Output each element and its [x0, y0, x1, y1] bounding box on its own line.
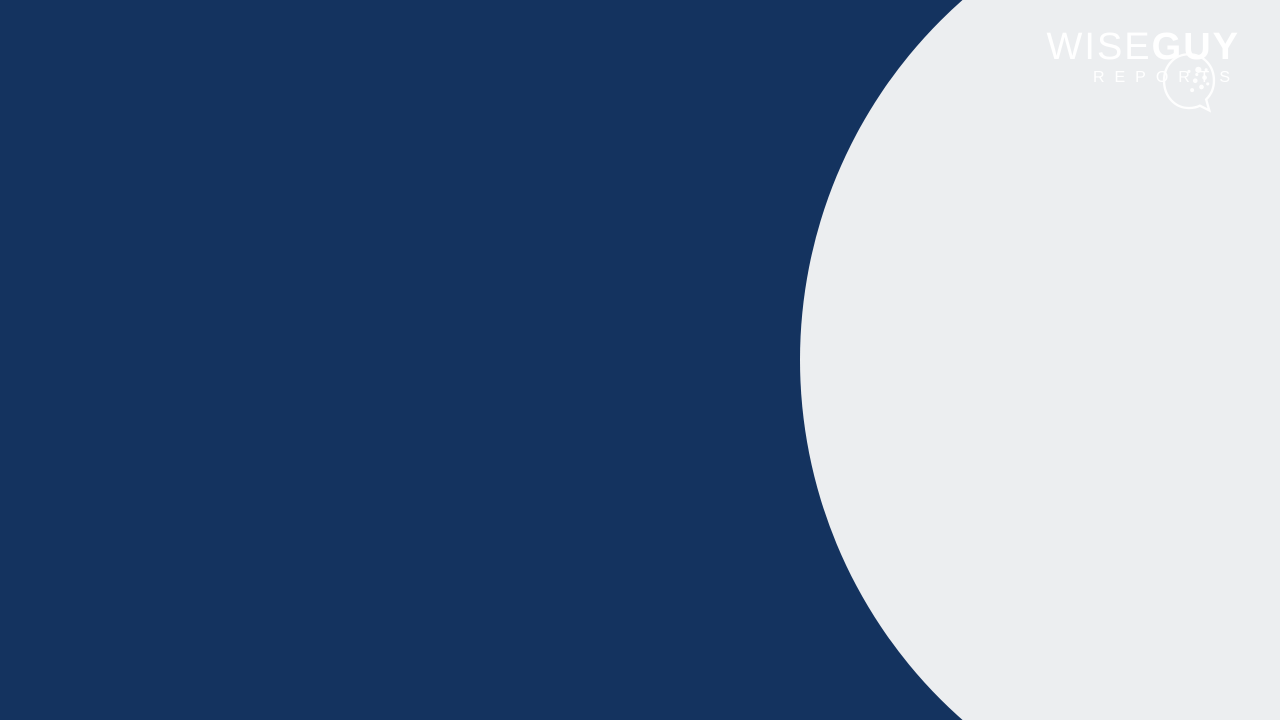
brand-head-icon: [1150, 48, 1228, 126]
bottom-accent-bar: [0, 706, 310, 720]
infographic-canvas: WISE GUY REPORTS Stainless Steel Wire Me…: [0, 0, 1280, 720]
brand-word-wise: WISE: [1047, 26, 1152, 68]
bar: [494, 370, 532, 580]
x-axis-category-label: ASIA PACIFIC: [630, 580, 770, 613]
brand-logo: WISEGUY REPORTS: [1047, 28, 1240, 86]
bar: [154, 322, 192, 580]
bar-value-label: 7.75: [102, 294, 145, 320]
x-axis-category-label: NORTH AMERICA: [120, 580, 260, 635]
x-axis-category-label: EUROPE: [290, 580, 430, 613]
bar: [700, 213, 738, 580]
bar: [360, 213, 398, 580]
chart-title: Stainless Steel Wire Mesh Market: [120, 28, 706, 71]
bar: [190, 213, 228, 580]
bar: [324, 327, 362, 580]
watermark-line2: REPORTS: [100, 626, 1001, 692]
bar: [664, 325, 702, 580]
x-axis-category-label: SOUTH AMERICA: [460, 580, 600, 635]
brand-band: [970, 0, 1280, 720]
bar: [530, 280, 568, 580]
